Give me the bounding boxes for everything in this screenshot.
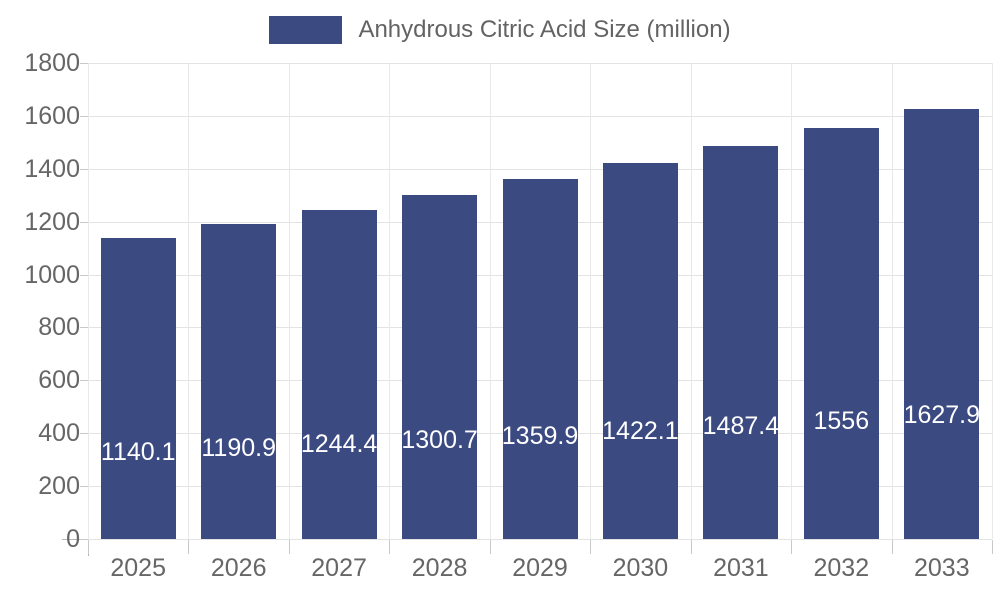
bar-2030[interactable] bbox=[602, 162, 678, 539]
bar-2026[interactable] bbox=[201, 224, 277, 539]
y-tick-mark-1200 bbox=[80, 221, 88, 223]
bar-2031[interactable] bbox=[703, 145, 779, 539]
gridline-y-1600 bbox=[88, 115, 992, 117]
gridline-x-9 bbox=[992, 63, 993, 539]
y-tick-label-800: 800 bbox=[38, 313, 80, 342]
y-tick-label-1000: 1000 bbox=[24, 260, 80, 289]
plot-area: 1140.1 1190.9 1244.4 1300.7 1359.9 1422.1 1487… bbox=[88, 63, 993, 540]
x-tick-label-2029: 2029 bbox=[512, 554, 568, 582]
chart-legend: Anhydrous Citric Acid Size (million) bbox=[0, 8, 1000, 52]
x-tick-mark-0 bbox=[88, 540, 89, 554]
x-tick-mark-3 bbox=[389, 540, 391, 554]
bar-2027[interactable] bbox=[301, 209, 377, 539]
bar-2025[interactable] bbox=[100, 237, 176, 539]
x-tick-mark-6 bbox=[690, 540, 692, 554]
gridline-x-8 bbox=[891, 63, 893, 539]
y-tick-mark-1600 bbox=[80, 115, 88, 117]
y-tick-label-1800: 1800 bbox=[24, 49, 80, 77]
gridline-y-0 bbox=[88, 539, 992, 540]
legend-swatch-anhydrous-citric-acid-size bbox=[269, 16, 343, 44]
x-tick-mark-8 bbox=[891, 540, 893, 554]
y-tick-label-200: 200 bbox=[38, 472, 80, 501]
x-tick-label-2026: 2026 bbox=[210, 554, 267, 582]
gridline-y-1800 bbox=[88, 63, 992, 64]
y-tick-label-600: 600 bbox=[38, 366, 80, 395]
bar-2033[interactable] bbox=[904, 108, 980, 539]
x-tick-mark-5 bbox=[590, 540, 592, 554]
x-tick-mark-9 bbox=[992, 540, 993, 554]
gridline-x-2 bbox=[288, 63, 290, 539]
x-tick-mark-4 bbox=[489, 540, 491, 554]
bar-2032[interactable] bbox=[803, 127, 879, 539]
x-tick-label-2031: 2031 bbox=[713, 554, 769, 582]
gridline-x-5 bbox=[590, 63, 592, 539]
y-tick-mark-400 bbox=[80, 433, 88, 435]
x-tick-mark-7 bbox=[791, 540, 793, 554]
x-tick-label-2028: 2028 bbox=[411, 554, 468, 582]
x-tick-mark-1 bbox=[188, 540, 190, 554]
y-tick-mark-1400 bbox=[80, 168, 88, 170]
gridline-x-1 bbox=[188, 63, 190, 539]
y-tick-mark-0 bbox=[80, 539, 88, 540]
y-tick-label-0: 0 bbox=[66, 525, 80, 553]
y-tick-label-1200: 1200 bbox=[24, 207, 80, 236]
y-tick-mark-1800 bbox=[80, 63, 88, 64]
gridline-x-6 bbox=[690, 63, 692, 539]
gridline-x-7 bbox=[791, 63, 793, 539]
y-tick-mark-600 bbox=[80, 380, 88, 382]
x-tick-label-2027: 2027 bbox=[311, 554, 367, 582]
gridline-x-4 bbox=[489, 63, 491, 539]
legend-label-anhydrous-citric-acid-size: Anhydrous Citric Acid Size (million) bbox=[358, 16, 731, 43]
y-tick-label-1400: 1400 bbox=[24, 154, 80, 183]
x-tick-label-2030: 2030 bbox=[612, 554, 669, 582]
bar-2028[interactable] bbox=[402, 195, 478, 539]
x-tick-mark-2 bbox=[288, 540, 290, 554]
y-tick-mark-200 bbox=[80, 486, 88, 488]
legend-item-anhydrous-citric-acid-size[interactable]: Anhydrous Citric Acid Size (million) bbox=[269, 16, 731, 44]
y-tick-label-1600: 1600 bbox=[24, 101, 80, 130]
bar-2029[interactable] bbox=[502, 179, 578, 539]
gridline-x-0 bbox=[88, 63, 89, 539]
gridline-y-1400 bbox=[88, 168, 992, 170]
y-tick-label-400: 400 bbox=[38, 419, 80, 448]
y-tick-mark-1000 bbox=[80, 274, 88, 276]
x-tick-label-2033: 2033 bbox=[913, 554, 970, 582]
gridline-x-3 bbox=[389, 63, 391, 539]
y-tick-mark-800 bbox=[80, 327, 88, 329]
x-tick-label-2025: 2025 bbox=[110, 554, 166, 582]
x-tick-label-2032: 2032 bbox=[813, 554, 870, 582]
